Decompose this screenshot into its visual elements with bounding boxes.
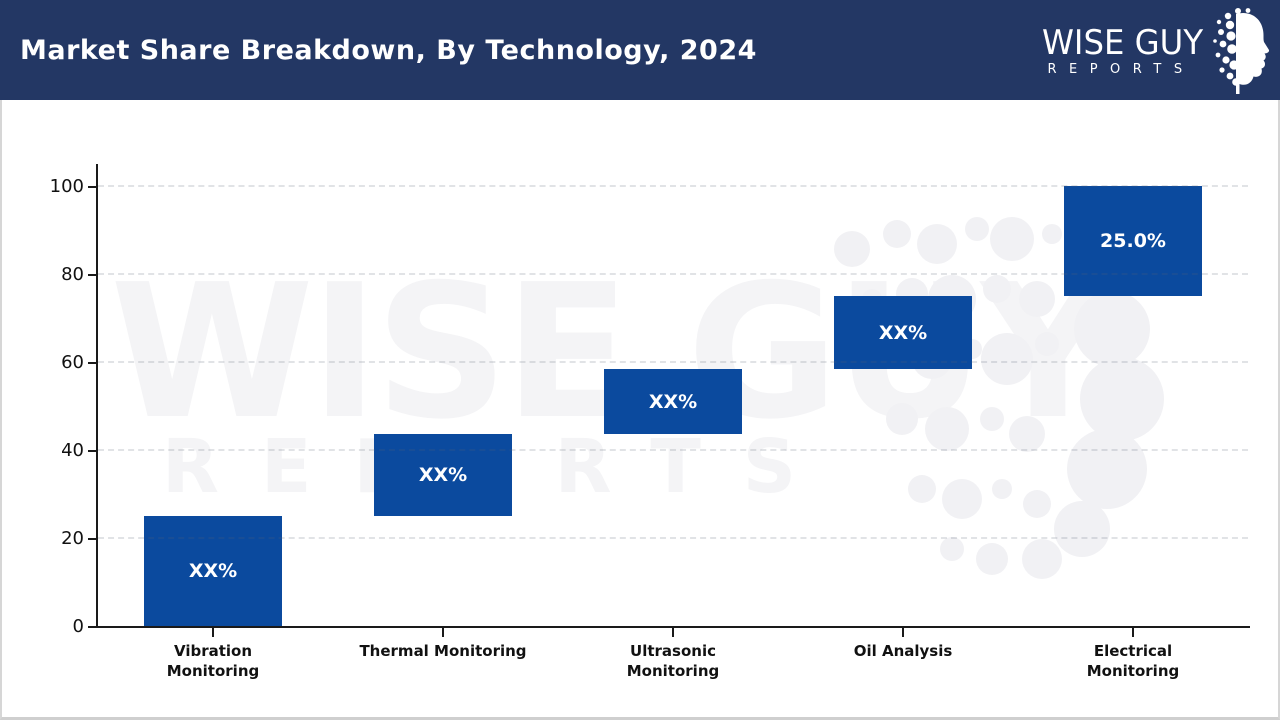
x-axis-line — [96, 626, 1250, 628]
logo-head-icon — [1213, 8, 1270, 94]
x-axis-label-line: Monitoring — [626, 662, 720, 680]
bar-value-label: XX% — [648, 390, 698, 413]
x-axis-category-label: Vibration Monitoring — [97, 641, 329, 681]
gridline — [98, 273, 1248, 275]
logo-subtext: REPORTS — [1047, 62, 1195, 77]
x-axis-tick — [1132, 628, 1134, 637]
y-axis-tick — [88, 450, 97, 452]
waterfall-chart: XX% Vibration Monitoring XX% Thermal Monitor… — [2, 100, 1280, 720]
x-axis-label-line: Ultrasonic — [630, 642, 716, 660]
logo-wordmark: WISE GUY — [1042, 23, 1204, 63]
y-axis-tick-label: 20 — [61, 528, 84, 549]
y-axis-tick — [88, 626, 97, 628]
gridline — [98, 185, 1248, 187]
bar-value-label: XX% — [188, 560, 238, 583]
bar-segment: XX% — [144, 516, 282, 626]
y-axis-tick — [88, 274, 97, 276]
x-axis-category-label: Electrical Monitoring — [1017, 641, 1249, 681]
bar-segment: XX% — [834, 296, 972, 369]
x-axis-category-label: Oil Analysis — [787, 641, 1019, 661]
bar-value-label: XX% — [418, 464, 468, 487]
bar-value-label: XX% — [878, 321, 928, 344]
y-axis-tick-label: 80 — [61, 264, 84, 285]
x-axis-label-line: Monitoring — [166, 662, 260, 680]
gridline — [98, 361, 1248, 363]
y-axis-tick-label: 100 — [49, 176, 84, 197]
header: Market Share Breakdown, By Technology, 2… — [0, 0, 1280, 100]
x-axis-tick — [902, 628, 904, 637]
watermark-head-icon — [834, 217, 1164, 579]
x-axis-category-label: Ultrasonic Monitoring — [557, 641, 789, 681]
x-axis-tick — [442, 628, 444, 637]
x-axis-label-line: Electrical — [1093, 642, 1173, 660]
x-axis-category-label: Thermal Monitoring — [327, 641, 559, 661]
x-axis-tick — [672, 628, 674, 637]
chart-area: WISE GUY REPORTS XX%VibrationMonitoringX… — [0, 100, 1280, 720]
y-axis-line — [96, 164, 98, 628]
y-axis-tick-label: 0 — [72, 616, 84, 637]
x-axis-label-line: Oil Analysis — [853, 642, 953, 660]
logo-text: WISE GUY REPORTS — [1042, 26, 1212, 76]
x-axis-label-line: Monitoring — [1086, 662, 1180, 680]
bar-segment: 25.0% — [1064, 186, 1202, 296]
x-axis-label-line: Vibration — [173, 642, 253, 660]
wise-guy-logo: WISE GUY REPORTS — [1042, 8, 1270, 94]
bar-value-label: 25.0% — [1100, 230, 1166, 252]
x-axis-label-line: Thermal Monitoring — [359, 642, 527, 660]
y-axis-tick-label: 60 — [61, 352, 84, 373]
gridline — [98, 537, 1248, 539]
chart-title: Market Share Breakdown, By Technology, 2… — [20, 34, 757, 66]
gridline — [98, 449, 1248, 451]
y-axis-tick — [88, 362, 97, 364]
y-axis-tick-label: 40 — [61, 440, 84, 461]
bar-segment: XX% — [374, 434, 512, 517]
y-axis-tick — [88, 186, 97, 188]
bar-segment: XX% — [604, 369, 742, 434]
y-axis-tick — [88, 538, 97, 540]
x-axis-tick — [212, 628, 214, 637]
